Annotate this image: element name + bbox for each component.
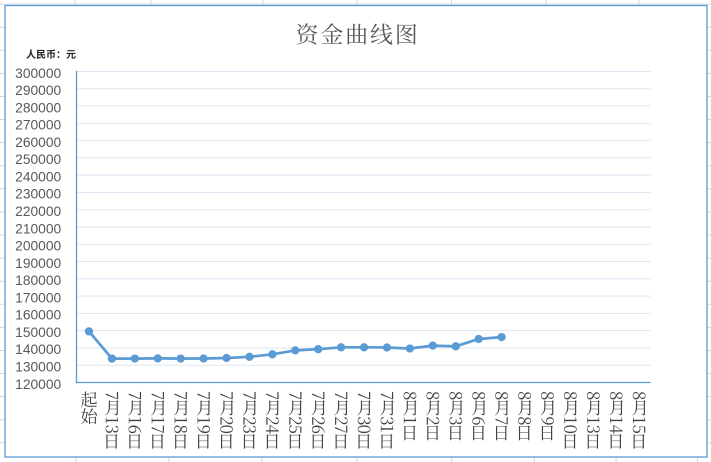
svg-text:170000: 170000	[15, 290, 61, 305]
svg-text:150000: 150000	[15, 325, 61, 340]
svg-text:240000: 240000	[15, 169, 61, 184]
svg-text:210000: 210000	[15, 221, 61, 236]
svg-text:140000: 140000	[15, 342, 61, 357]
svg-text:160000: 160000	[15, 308, 61, 323]
svg-text:220000: 220000	[15, 204, 61, 219]
svg-text:190000: 190000	[15, 256, 61, 271]
svg-text:230000: 230000	[15, 187, 61, 202]
svg-text:250000: 250000	[15, 152, 61, 167]
svg-text:120000: 120000	[15, 377, 61, 392]
svg-text:200000: 200000	[15, 239, 61, 254]
svg-text:290000: 290000	[15, 83, 61, 98]
svg-text:280000: 280000	[15, 100, 61, 115]
svg-text:270000: 270000	[15, 118, 61, 133]
svg-text:180000: 180000	[15, 273, 61, 288]
svg-text:260000: 260000	[15, 135, 61, 150]
svg-text:300000: 300000	[15, 66, 61, 81]
svg-text:130000: 130000	[15, 360, 61, 375]
